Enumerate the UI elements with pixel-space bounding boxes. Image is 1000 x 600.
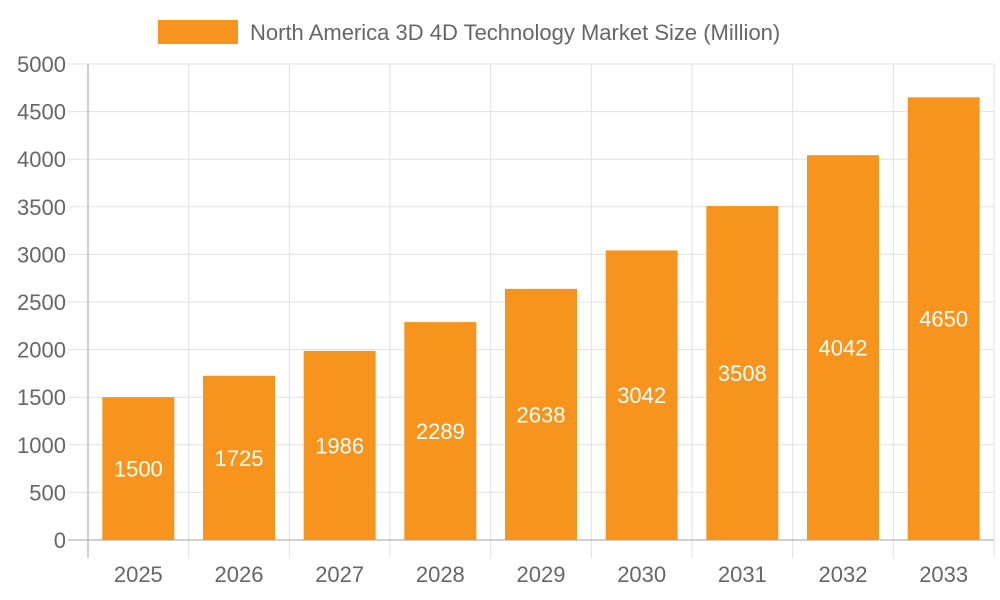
data-label: 1986 bbox=[315, 433, 364, 458]
y-tick-label: 2000 bbox=[17, 338, 66, 363]
y-tick-label: 1500 bbox=[17, 385, 66, 410]
y-tick-label: 2500 bbox=[17, 290, 66, 315]
bar-2032 bbox=[807, 155, 879, 540]
y-tick-label: 4000 bbox=[17, 147, 66, 172]
x-tick-label: 2029 bbox=[517, 562, 566, 587]
x-tick-label: 2026 bbox=[215, 562, 264, 587]
data-label: 4042 bbox=[819, 336, 868, 361]
axes: 0 500 1000 1500 2000 2500 3000 3500 4000 4500 5000… bbox=[17, 52, 994, 587]
data-label: 3508 bbox=[718, 361, 767, 386]
data-label: 2638 bbox=[517, 402, 566, 427]
bar-2033 bbox=[907, 97, 980, 540]
legend-swatch bbox=[158, 20, 238, 44]
data-label: 1725 bbox=[215, 446, 264, 471]
x-tick-label: 2031 bbox=[718, 562, 767, 587]
y-tick-label: 0 bbox=[54, 528, 66, 553]
data-label: 2289 bbox=[416, 419, 465, 444]
legend[interactable]: North America 3D 4D Technology Market Si… bbox=[158, 20, 780, 45]
y-tick-label: 500 bbox=[29, 480, 66, 505]
bar-2028 bbox=[404, 322, 477, 540]
x-tick-label: 2027 bbox=[315, 562, 364, 587]
y-tick-label: 1000 bbox=[17, 433, 66, 458]
y-tick-label: 3000 bbox=[17, 242, 66, 267]
bar-2031 bbox=[706, 206, 779, 541]
x-tick-label: 2028 bbox=[416, 562, 465, 587]
y-tick-label: 4500 bbox=[17, 100, 66, 125]
bar-2030 bbox=[605, 250, 678, 540]
bar-2025 bbox=[102, 397, 175, 540]
x-tick-label: 2030 bbox=[617, 562, 666, 587]
data-label: 4650 bbox=[919, 307, 968, 332]
bar-2026 bbox=[203, 375, 275, 540]
bar-2027 bbox=[303, 350, 376, 540]
legend-label: North America 3D 4D Technology Market Si… bbox=[250, 20, 780, 45]
x-tick-label: 2033 bbox=[919, 562, 968, 587]
data-label: 1500 bbox=[114, 457, 163, 482]
x-tick-label: 2032 bbox=[819, 562, 868, 587]
bars: 1500 1725 1986 2289 2638 3042 3508 4042 4650 bbox=[102, 97, 980, 541]
y-tick-label: 5000 bbox=[17, 52, 66, 77]
bar-2029 bbox=[505, 288, 577, 540]
x-tick-label: 2025 bbox=[114, 562, 163, 587]
y-tick-label: 3500 bbox=[17, 195, 66, 220]
data-label: 3042 bbox=[617, 383, 666, 408]
